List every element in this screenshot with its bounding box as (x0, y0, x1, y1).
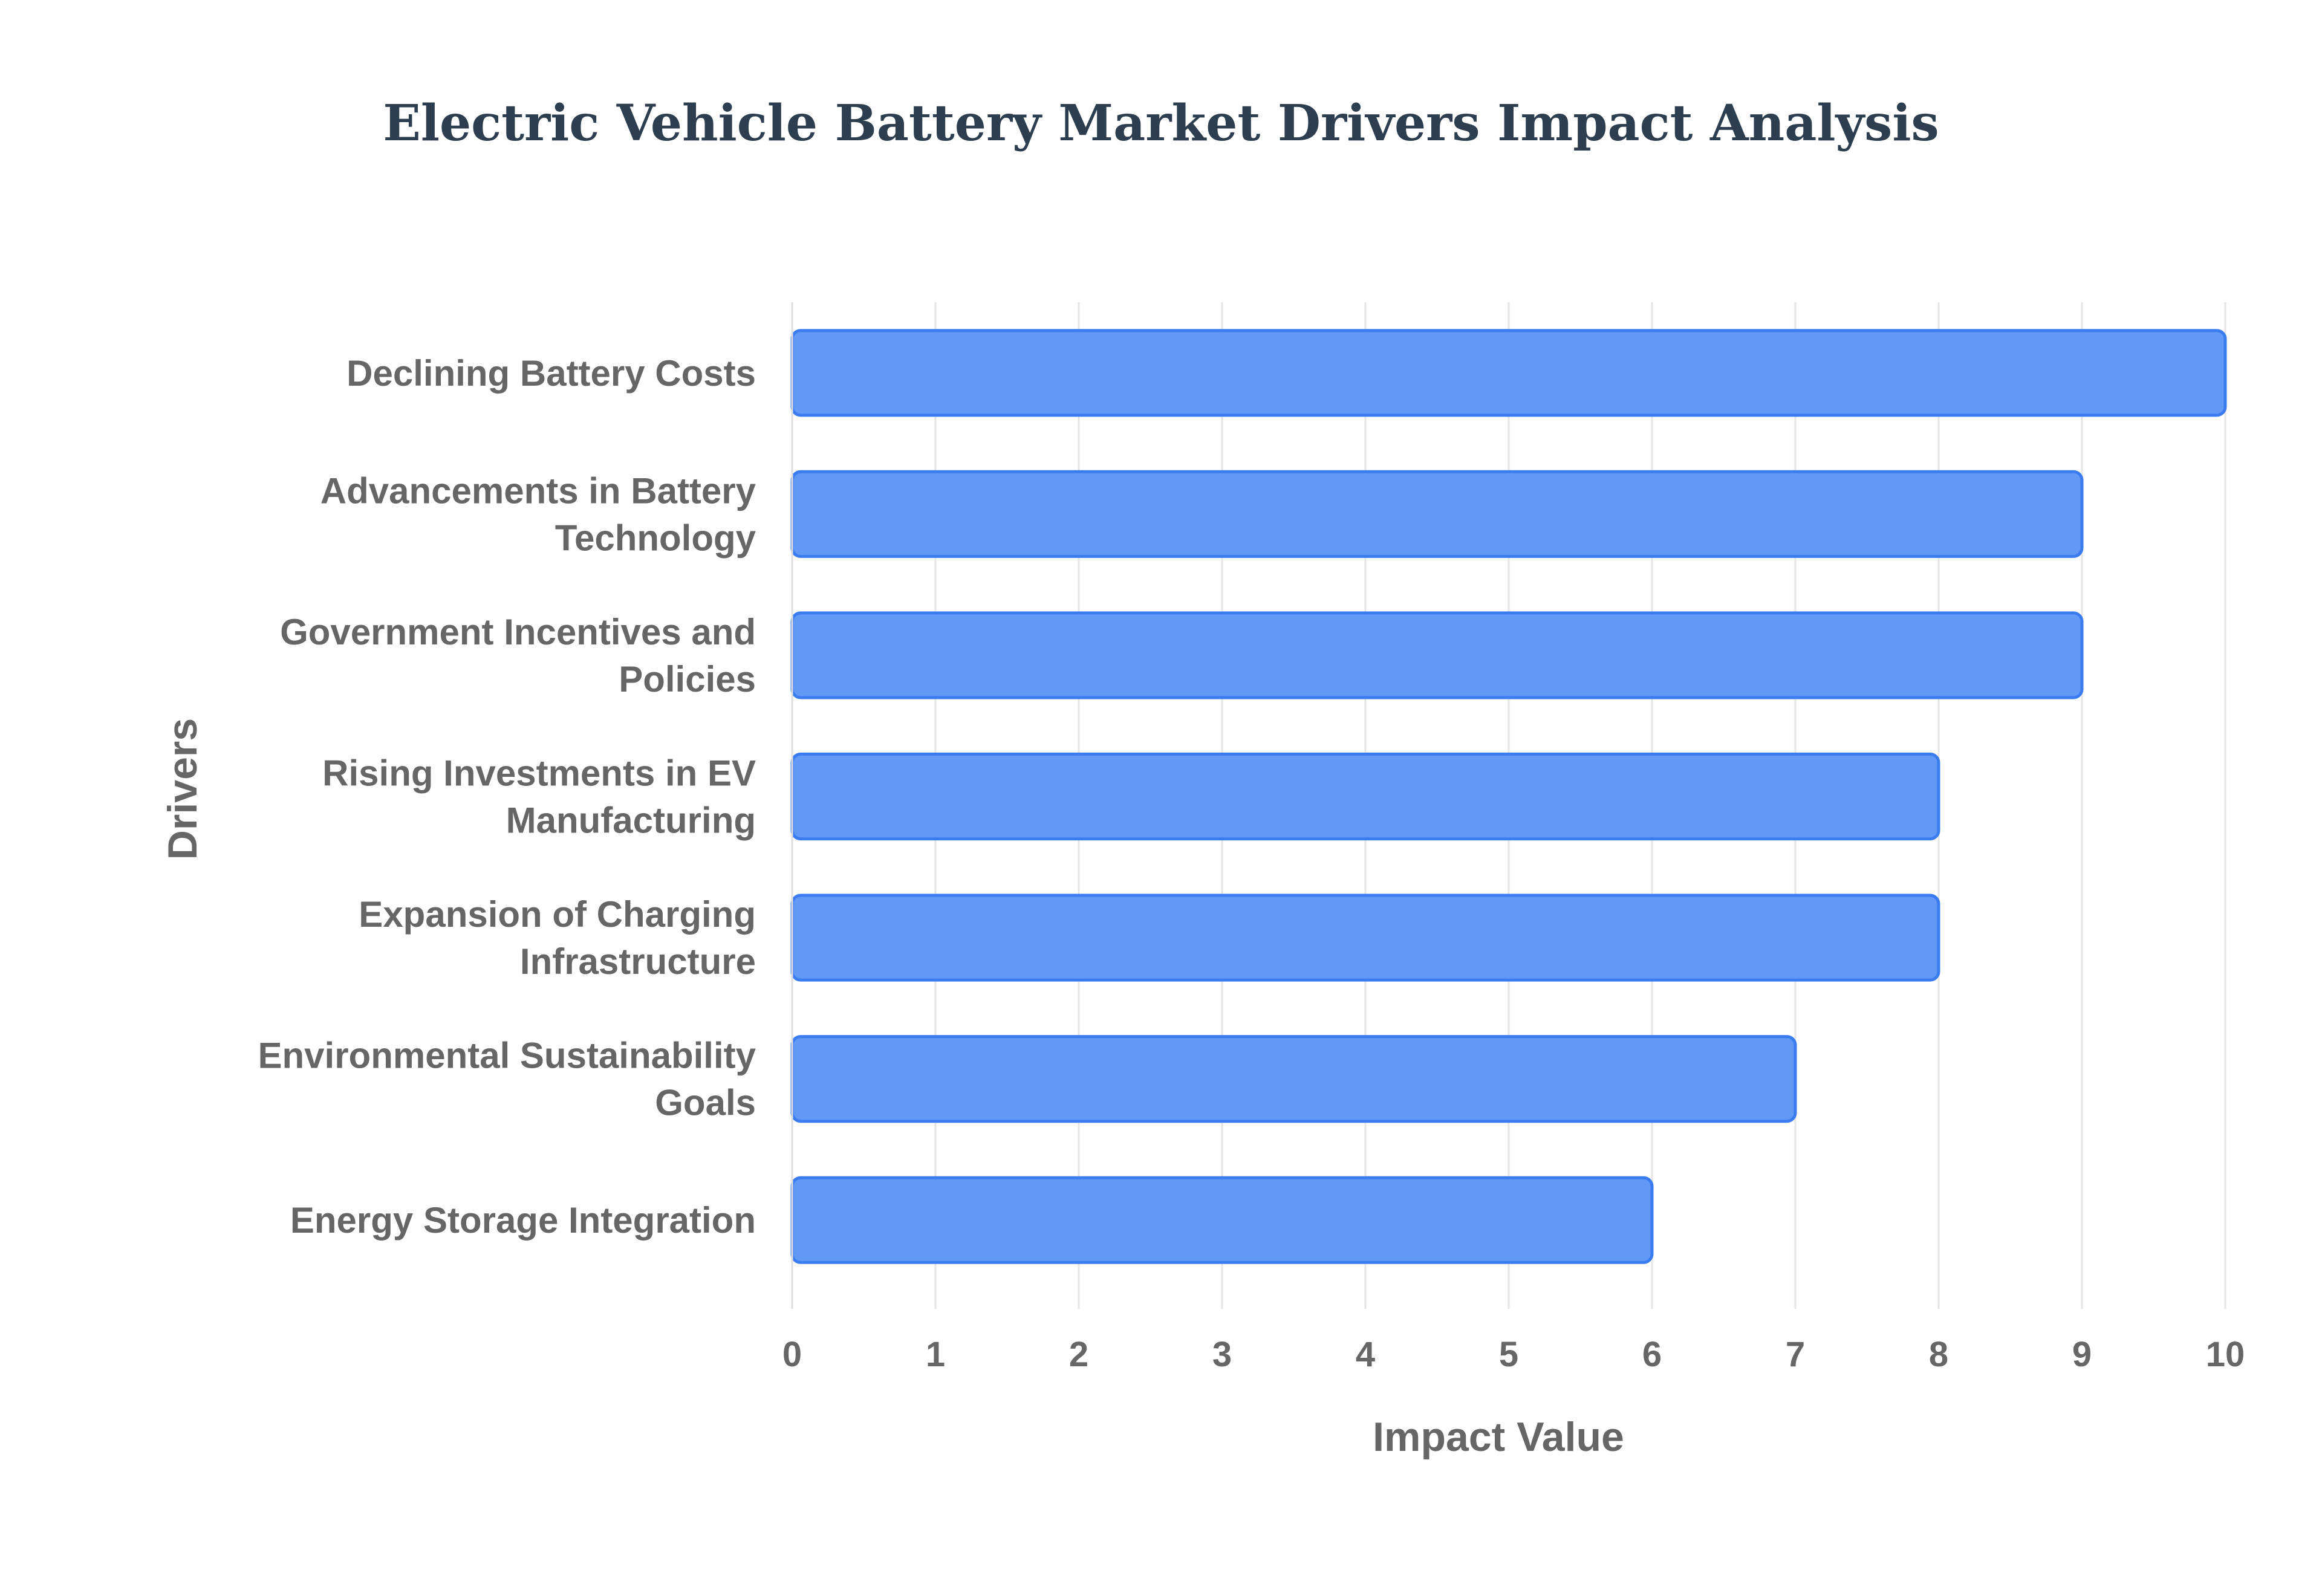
category-label: Expansion of Charging Infrastructure (359, 894, 756, 982)
x-tick-label: 8 (1929, 1335, 1948, 1374)
bar (790, 470, 2084, 558)
category-label: Environmental Sustainability Goals (258, 1036, 756, 1123)
x-tick-label: 10 (2206, 1335, 2245, 1374)
y-axis-title: Drivers (160, 718, 206, 860)
bar (790, 1035, 1797, 1123)
x-tick-label: 1 (926, 1335, 945, 1374)
category-labels: Declining Battery Costs Advancements in B… (258, 353, 756, 1241)
category-label-line: Goals (655, 1083, 756, 1123)
category-label-line: Technology (555, 517, 756, 558)
category-label-line: Advancements in Battery (320, 470, 756, 511)
bar (790, 894, 1940, 982)
x-tick-label: 9 (2072, 1335, 2092, 1374)
x-tick-label: 7 (1786, 1335, 1805, 1374)
category-label-line: Declining Battery Costs (346, 353, 756, 394)
category-label-line: Infrastructure (520, 941, 756, 982)
category-label-line: Government Incentives and (280, 612, 756, 652)
category-label-line: Energy Storage Integration (290, 1200, 756, 1241)
chart-title: Electric Vehicle Battery Market Drivers … (383, 94, 1939, 152)
category-label-line: Environmental Sustainability (258, 1036, 756, 1076)
x-tick-label: 4 (1356, 1335, 1375, 1374)
x-tick-label: 3 (1212, 1335, 1232, 1374)
x-tick-label: 6 (1642, 1335, 1662, 1374)
category-label: Rising Investments in EV Manufacturing (322, 753, 756, 841)
category-label: Government Incentives and Policies (280, 612, 756, 699)
category-label: Advancements in Battery Technology (320, 470, 756, 558)
bar (790, 1176, 1654, 1264)
x-tick-label: 2 (1069, 1335, 1088, 1374)
category-label-line: Policies (619, 659, 756, 699)
bar (790, 752, 1940, 841)
x-axis-title: Impact Value (1373, 1414, 1624, 1460)
x-tick-label: 0 (782, 1335, 802, 1374)
x-tick-label: 5 (1499, 1335, 1518, 1374)
category-label: Declining Battery Costs (346, 353, 756, 394)
bar (790, 611, 2084, 699)
category-label-line: Rising Investments in EV (322, 753, 756, 794)
bar (790, 329, 2227, 417)
category-label: Energy Storage Integration (290, 1200, 756, 1241)
bars (790, 329, 2227, 1264)
category-label-line: Expansion of Charging (359, 894, 756, 935)
x-tick-labels: 0 1 2 3 4 5 6 7 8 9 10 (782, 1335, 2245, 1374)
category-label-line: Manufacturing (506, 800, 756, 841)
